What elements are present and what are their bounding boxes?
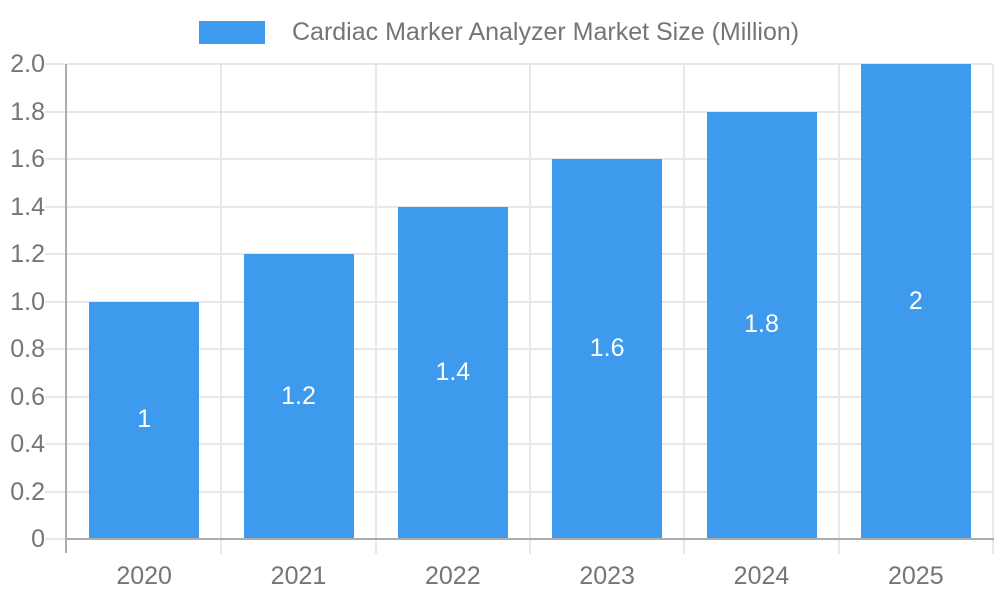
legend-swatch bbox=[199, 20, 265, 44]
bar-2021[interactable]: 1.2 bbox=[243, 254, 354, 538]
y-tick-label: 0.2 bbox=[10, 477, 45, 506]
bar-value-label: 1.8 bbox=[744, 310, 779, 339]
y-tick-label: 2.0 bbox=[10, 50, 45, 78]
y-tick-label: 0.8 bbox=[10, 335, 45, 363]
bar-value-label: 2 bbox=[908, 286, 923, 315]
x-tick-label: 2025 bbox=[888, 562, 944, 590]
bar-2025[interactable]: 2 bbox=[860, 64, 971, 538]
y-tick bbox=[45, 253, 65, 255]
x-tick-label: 2024 bbox=[733, 562, 790, 590]
x-tick-label: 2023 bbox=[579, 562, 635, 590]
y-tick bbox=[45, 490, 65, 493]
y-tick bbox=[45, 205, 65, 208]
x-tick bbox=[837, 540, 840, 554]
y-tick bbox=[45, 395, 65, 398]
bar-2022[interactable]: 1.4 bbox=[397, 206, 508, 538]
y-tick bbox=[45, 63, 65, 65]
y-tick-label: 1.4 bbox=[10, 192, 45, 221]
bar-2024[interactable]: 1.8 bbox=[706, 111, 817, 538]
x-tick-label: 2020 bbox=[116, 562, 172, 590]
gridline-v bbox=[837, 64, 840, 539]
x-tick bbox=[992, 540, 994, 554]
x-tick bbox=[529, 540, 531, 554]
x-axis-line bbox=[65, 538, 994, 540]
y-tick-label: 1.0 bbox=[10, 287, 45, 316]
gridline-v bbox=[529, 64, 531, 539]
bar-value-label: 1.2 bbox=[281, 381, 316, 410]
x-tick bbox=[683, 540, 686, 554]
bar-value-label: 1.4 bbox=[435, 357, 471, 386]
gridline-v bbox=[992, 64, 994, 539]
y-tick-label: 0.4 bbox=[10, 430, 45, 458]
legend-label: Cardiac Marker Analyzer Market Size (Mil… bbox=[292, 18, 800, 46]
y-tick bbox=[45, 158, 65, 160]
bar-2023[interactable]: 1.6 bbox=[552, 159, 663, 538]
gridline-v bbox=[220, 64, 223, 539]
y-axis-line bbox=[65, 64, 67, 553]
gridline-v bbox=[374, 64, 377, 539]
bar-2020[interactable]: 1 bbox=[89, 301, 200, 538]
y-tick bbox=[45, 348, 65, 350]
y-tick bbox=[45, 110, 65, 113]
y-tick bbox=[45, 443, 65, 445]
y-tick bbox=[45, 538, 65, 540]
y-tick-label: 1.2 bbox=[10, 240, 45, 268]
x-tick-label: 2021 bbox=[270, 562, 327, 590]
legend-item[interactable]: Cardiac Marker Analyzer Market Size (Mil… bbox=[199, 17, 799, 47]
y-tick-label: 0.6 bbox=[10, 382, 45, 411]
y-tick-label: 1.6 bbox=[10, 145, 45, 173]
bar-value-label: 1.6 bbox=[589, 334, 625, 362]
gridline-v bbox=[683, 64, 686, 539]
y-tick-label: 1.8 bbox=[10, 97, 45, 126]
y-tick bbox=[45, 300, 65, 303]
bar-value-label: 1 bbox=[137, 405, 152, 434]
x-tick-label: 2022 bbox=[425, 562, 481, 590]
x-tick bbox=[374, 540, 377, 554]
y-tick-label: 0 bbox=[31, 525, 45, 553]
x-tick bbox=[220, 540, 223, 554]
